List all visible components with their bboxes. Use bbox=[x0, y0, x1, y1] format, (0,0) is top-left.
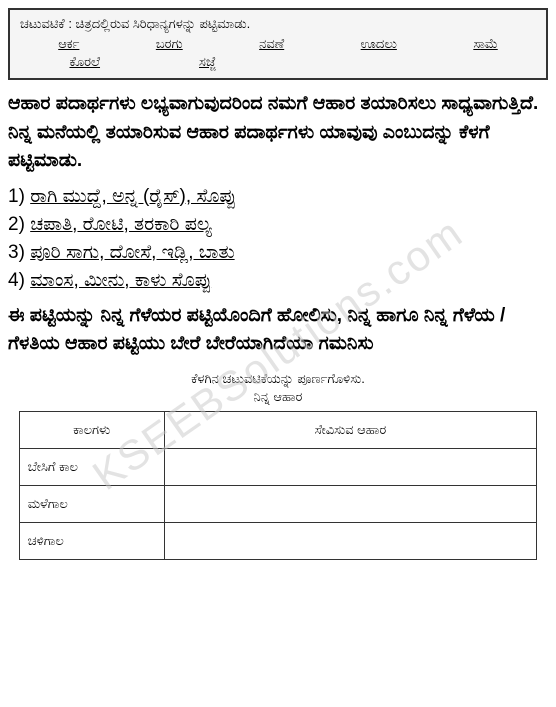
activity-box: ಚಟುವಟಿಕೆ : ಚಿತ್ರದಲ್ಲಿರುವ ಸಿರಿಧಾನ್ಯಗಳನ್ನು… bbox=[8, 8, 548, 80]
activity-item: ಸಜ್ಜೆ bbox=[195, 54, 220, 70]
list-number: 2) bbox=[8, 214, 25, 235]
table-cell-season: ಮಳೆಗಾಲ bbox=[19, 485, 164, 522]
table-subtitle: ನಿನ್ನ ಆಹಾರ bbox=[8, 389, 548, 405]
activity-title: ಚಟುವಟಿಕೆ : ಚಿತ್ರದಲ್ಲಿರುವ ಸಿರಿಧಾನ್ಯಗಳನ್ನು… bbox=[20, 16, 536, 32]
list-item-2: 2) ಚಪಾತಿ, ರೋಟಿ, ತರಕಾರಿ ಪಲ್ಯ bbox=[8, 214, 548, 236]
list-item-4: 4) ಮಾಂಸ, ಮೀನು, ಕಾಳು ಸೊಪ್ಪು bbox=[8, 270, 548, 292]
activity-item: ಬರಗು bbox=[152, 36, 187, 52]
seasons-table: ಕಾಲಗಳು ಸೇವಿಸುವ ಆಹಾರ ಬೇಸಿಗೆ ಕಾಲ ಮಳೆಗಾಲ ಚಳ… bbox=[19, 411, 537, 560]
activity-item: ಕೊರಲೆ bbox=[66, 54, 105, 70]
activity-item: ನವಣೆ bbox=[255, 36, 288, 52]
activity-item: ಸಾಮೆ bbox=[469, 36, 501, 52]
table-cell-season: ಬೇಸಿಗೆ ಕಾಲ bbox=[19, 448, 164, 485]
list-content: ಪೂರಿ ಸಾಗು, ದೋಸೆ, ಇಡ್ಲಿ, ಬಾತು bbox=[30, 242, 234, 263]
activity-item: ಆರ್ಕ bbox=[54, 36, 83, 52]
list-number: 3) bbox=[8, 242, 25, 263]
table-title: ಕೆಳಗಿನ ಚಟುವಟಿಕೆಯನ್ನು ಪೂರ್ಣಗೊಳಿಸು. bbox=[8, 371, 548, 387]
activity-row-2: ಕೊರಲೆ ಸಜ್ಜೆ _____ _____ bbox=[20, 54, 536, 70]
table-row: ಬೇಸಿಗೆ ಕಾಲ bbox=[19, 448, 536, 485]
activity-item: ಊದಲು bbox=[357, 36, 401, 52]
table-header-food: ಸೇವಿಸುವ ಆಹಾರ bbox=[164, 411, 537, 448]
list-content: ಚಪಾತಿ, ರೋಟಿ, ತರಕಾರಿ ಪಲ್ಯ bbox=[30, 214, 212, 235]
main-instruction-text: ಆಹಾರ ಪದಾರ್ಥಗಳು ಲಭ್ಯವಾಗುವುದರಿಂದ ನಮಗೆ ಆಹಾರ… bbox=[8, 90, 548, 176]
activity-row-1: ಆರ್ಕ ಬರಗು ನವಣೆ ಊದಲು ಸಾಮೆ bbox=[20, 36, 536, 52]
table-header-seasons: ಕಾಲಗಳು bbox=[19, 411, 164, 448]
list-number: 4) bbox=[8, 270, 25, 291]
table-cell-food bbox=[164, 522, 537, 559]
list-item-3: 3) ಪೂರಿ ಸಾಗು, ದೋಸೆ, ಇಡ್ಲಿ, ಬಾತು bbox=[8, 242, 548, 264]
table-header-row: ಕಾಲಗಳು ಸೇವಿಸುವ ಆಹಾರ bbox=[19, 411, 536, 448]
list-number: 1) bbox=[8, 186, 25, 207]
table-row: ಮಳೆಗಾಲ bbox=[19, 485, 536, 522]
list-content: ಮಾಂಸ, ಮೀನು, ಕಾಳು ಸೊಪ್ಪು bbox=[30, 270, 211, 291]
table-cell-food bbox=[164, 448, 537, 485]
table-cell-food bbox=[164, 485, 537, 522]
table-cell-season: ಚಳಿಗಾಲ bbox=[19, 522, 164, 559]
table-row: ಚಳಿಗಾಲ bbox=[19, 522, 536, 559]
list-content: ರಾಗಿ ಮುದ್ದೆ, ಅನ್ನ (ರೈಸ್), ಸೊಪ್ಪು bbox=[30, 186, 236, 207]
compare-instruction-text: ಈ ಪಟ್ಟಿಯನ್ನು ನಿನ್ನ ಗೆಳೆಯರ ಪಟ್ಟಿಯೊಂದಿಗೆ ಹ… bbox=[8, 302, 548, 359]
list-item-1: 1) ರಾಗಿ ಮುದ್ದೆ, ಅನ್ನ (ರೈಸ್), ಸೊಪ್ಪು bbox=[8, 186, 548, 208]
